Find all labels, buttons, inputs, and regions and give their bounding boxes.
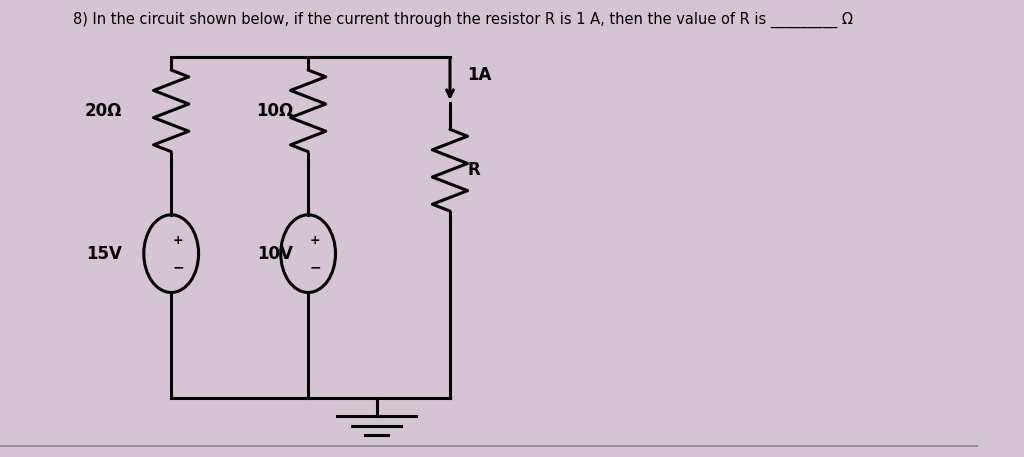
Text: 10Ω: 10Ω: [256, 102, 294, 120]
Text: R: R: [468, 161, 480, 179]
Text: 15V: 15V: [86, 244, 122, 263]
Text: 1A: 1A: [468, 66, 492, 85]
Text: +: +: [309, 234, 321, 246]
Text: −: −: [172, 260, 184, 274]
Text: 20Ω: 20Ω: [85, 102, 122, 120]
Text: 10V: 10V: [258, 244, 294, 263]
Text: −: −: [309, 260, 321, 274]
Text: 8) In the circuit shown below, if the current through the resistor R is 1 A, the: 8) In the circuit shown below, if the cu…: [74, 11, 853, 27]
Text: +: +: [173, 234, 183, 246]
